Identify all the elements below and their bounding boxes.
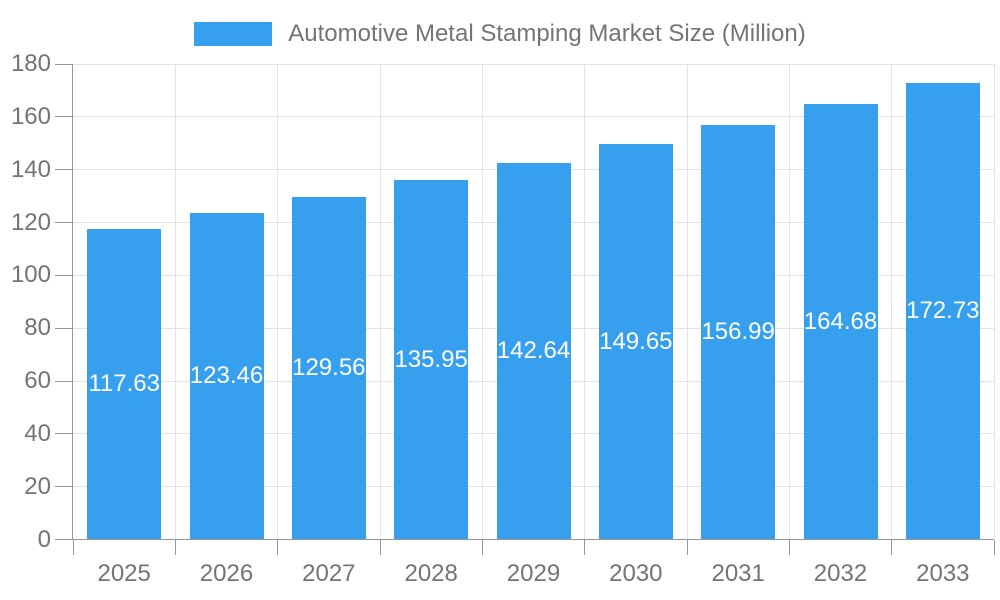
legend-swatch-icon [194,22,273,46]
x-axis-tick [72,539,74,555]
x-axis-tick [481,539,483,555]
x-axis-label: 2032 [813,559,868,587]
x-axis-label: 2026 [199,559,254,587]
y-axis-line [71,64,73,540]
bar[interactable] [87,228,162,540]
y-gridline [73,63,994,65]
x-axis-label: 2031 [711,559,765,587]
bar[interactable] [701,124,776,540]
x-gridline [481,64,483,540]
bar-value-label: 164.68 [803,307,878,335]
y-axis-label: 120 [10,208,51,236]
y-axis-label: 20 [24,472,51,500]
bar-value-label: 129.56 [292,354,366,382]
y-axis-tick [55,486,73,488]
bar-value-label: 142.64 [496,337,571,365]
x-gridline [788,64,790,540]
x-axis-tick [584,539,586,555]
x-axis-label: 2028 [404,559,458,587]
y-axis-tick [55,169,73,171]
y-axis-label: 60 [24,367,51,394]
x-gridline [584,64,586,540]
bar[interactable] [905,83,980,540]
x-axis-label: 2030 [609,559,663,587]
chart-legend[interactable]: Automotive Metal Stamping Market Size (M… [0,10,1000,58]
y-axis-label: 100 [10,261,51,289]
x-axis-tick [993,539,995,555]
y-axis-label: 180 [10,50,51,77]
y-axis-tick [55,539,73,540]
bar-value-label: 172.73 [906,297,980,325]
bar-value-label: 149.65 [599,327,673,355]
x-gridline [993,64,995,540]
bar-value-label: 135.95 [394,345,468,373]
x-axis-tick [686,539,688,555]
x-axis-tick [788,539,790,555]
x-gridline [379,64,381,540]
x-gridline [277,64,279,540]
y-axis-tick [55,116,73,118]
y-axis-label: 140 [10,155,51,183]
y-axis-tick [55,433,73,435]
legend-label: Automotive Metal Stamping Market Size (M… [288,20,806,47]
x-gridline [174,64,176,540]
x-axis-tick [891,539,893,555]
x-gridline [891,64,893,540]
y-axis-tick [55,380,73,382]
y-axis-tick [55,327,73,329]
x-axis-line [71,538,994,540]
x-axis-label: 2029 [506,559,561,587]
y-axis-label: 0 [37,525,51,553]
x-axis-label: 2027 [302,559,356,587]
bar[interactable] [803,104,878,540]
x-axis-tick [379,539,381,555]
y-axis-tick [55,63,73,65]
y-axis-tick [55,222,73,223]
y-axis-label: 40 [24,419,51,447]
y-axis-label: 160 [10,102,51,130]
y-axis-label: 80 [24,314,51,342]
bar[interactable] [189,213,264,540]
x-axis-label: 2025 [97,559,151,587]
bar[interactable] [394,180,469,540]
x-axis-tick [277,539,279,555]
bar-value-label: 156.99 [701,318,775,346]
bar-value-label: 123.46 [189,362,264,390]
x-gridline [686,64,688,540]
y-axis-tick [55,274,73,276]
bar-value-label: 117.63 [88,370,160,398]
bar[interactable] [291,197,366,540]
x-axis-label: 2033 [916,559,970,587]
bar[interactable] [496,162,571,540]
x-axis-tick [174,539,176,555]
bar[interactable] [598,144,673,540]
y-gridline [73,116,994,118]
